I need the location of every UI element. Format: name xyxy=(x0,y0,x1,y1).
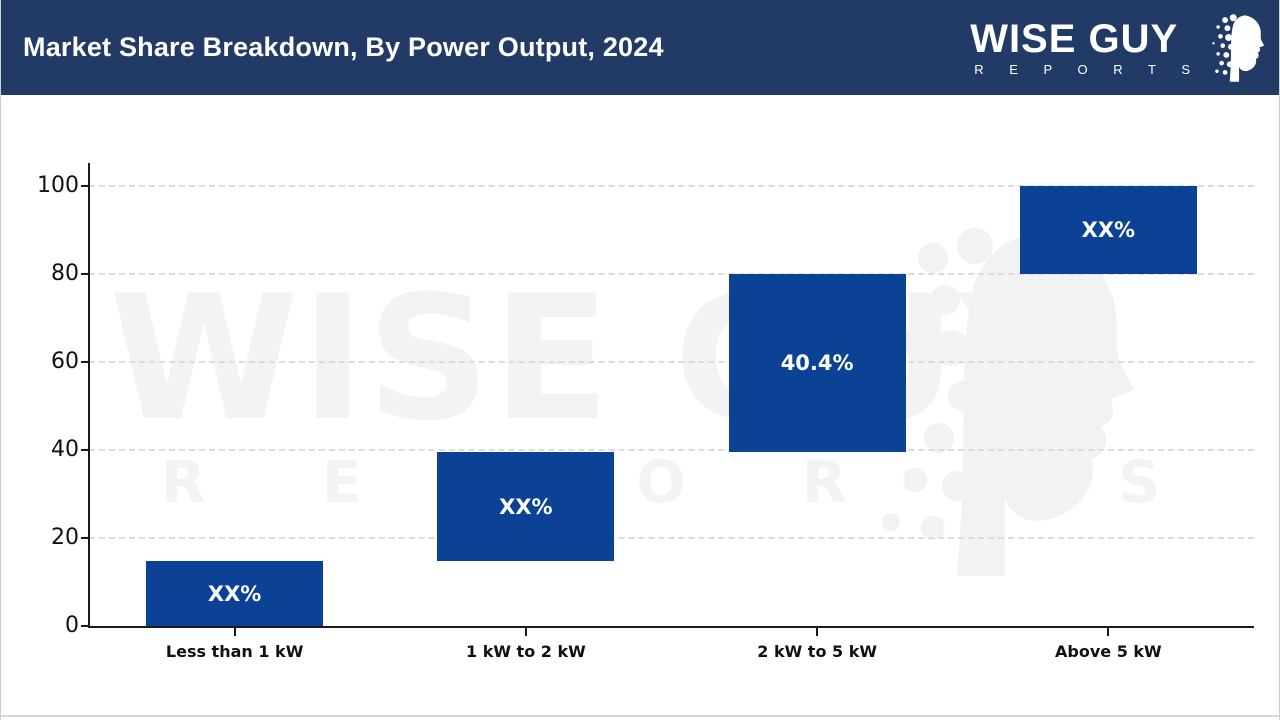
y-gridline xyxy=(89,449,1254,451)
watermark-face-icon xyxy=(819,222,1149,582)
bar-value-label: XX% xyxy=(207,581,262,606)
bar-segment: 40.4% xyxy=(728,274,906,452)
y-tick-label: 100 xyxy=(37,173,79,198)
x-tick-label: 1 kW to 2 kW xyxy=(465,642,586,661)
logo-wordmark: WISE GUY R E P O R T S xyxy=(970,19,1201,77)
y-tick-label: 0 xyxy=(65,613,79,638)
logo-wordmark-main: WISE GUY xyxy=(970,16,1179,61)
y-tickmark xyxy=(81,537,89,539)
bar-value-label: XX% xyxy=(1081,218,1136,242)
page-title: Market Share Breakdown, By Power Output,… xyxy=(23,32,664,62)
y-gridline xyxy=(89,273,1254,275)
x-tick-label: 2 kW to 5 kW xyxy=(757,642,877,661)
x-tickmark xyxy=(524,628,527,636)
y-gridline xyxy=(89,185,1254,187)
y-axis xyxy=(88,163,90,628)
y-gridline xyxy=(89,537,1254,539)
watermark-wordmark: WISE GUY xyxy=(109,258,1086,459)
x-tickmark xyxy=(1107,628,1110,636)
y-tickmark xyxy=(81,185,89,187)
x-tickmark xyxy=(816,628,819,636)
y-tickmark xyxy=(81,361,89,363)
y-tick-label: 80 xyxy=(51,261,79,286)
y-tick-label: 40 xyxy=(51,437,79,462)
bar-value-label: 40.4% xyxy=(780,350,854,375)
x-tickmark xyxy=(233,628,236,636)
y-gridline xyxy=(89,361,1254,363)
header-bar: Market Share Breakdown, By Power Output,… xyxy=(1,0,1279,95)
y-tick-label: 60 xyxy=(51,349,79,374)
bar-value-label: XX% xyxy=(499,494,553,519)
y-tick-label: 20 xyxy=(51,525,79,550)
y-tickmark xyxy=(81,449,89,451)
wise-guy-logo: WISE GUY R E P O R T S xyxy=(970,8,1267,88)
bar-segment: XX% xyxy=(146,561,324,626)
y-tickmark xyxy=(81,625,89,627)
x-axis xyxy=(88,626,1254,628)
x-tick-label: Above 5 kW xyxy=(1055,642,1162,661)
bottom-border-line xyxy=(1,715,1279,717)
logo-wordmark-sub: R E P O R T S xyxy=(974,61,1201,77)
bar-segment: XX% xyxy=(437,451,615,562)
dotted-face-logo-icon xyxy=(1203,8,1267,88)
y-tickmark xyxy=(81,273,89,275)
x-tick-label: Less than 1 kW xyxy=(165,642,304,661)
bar-segment: XX% xyxy=(1019,186,1197,274)
